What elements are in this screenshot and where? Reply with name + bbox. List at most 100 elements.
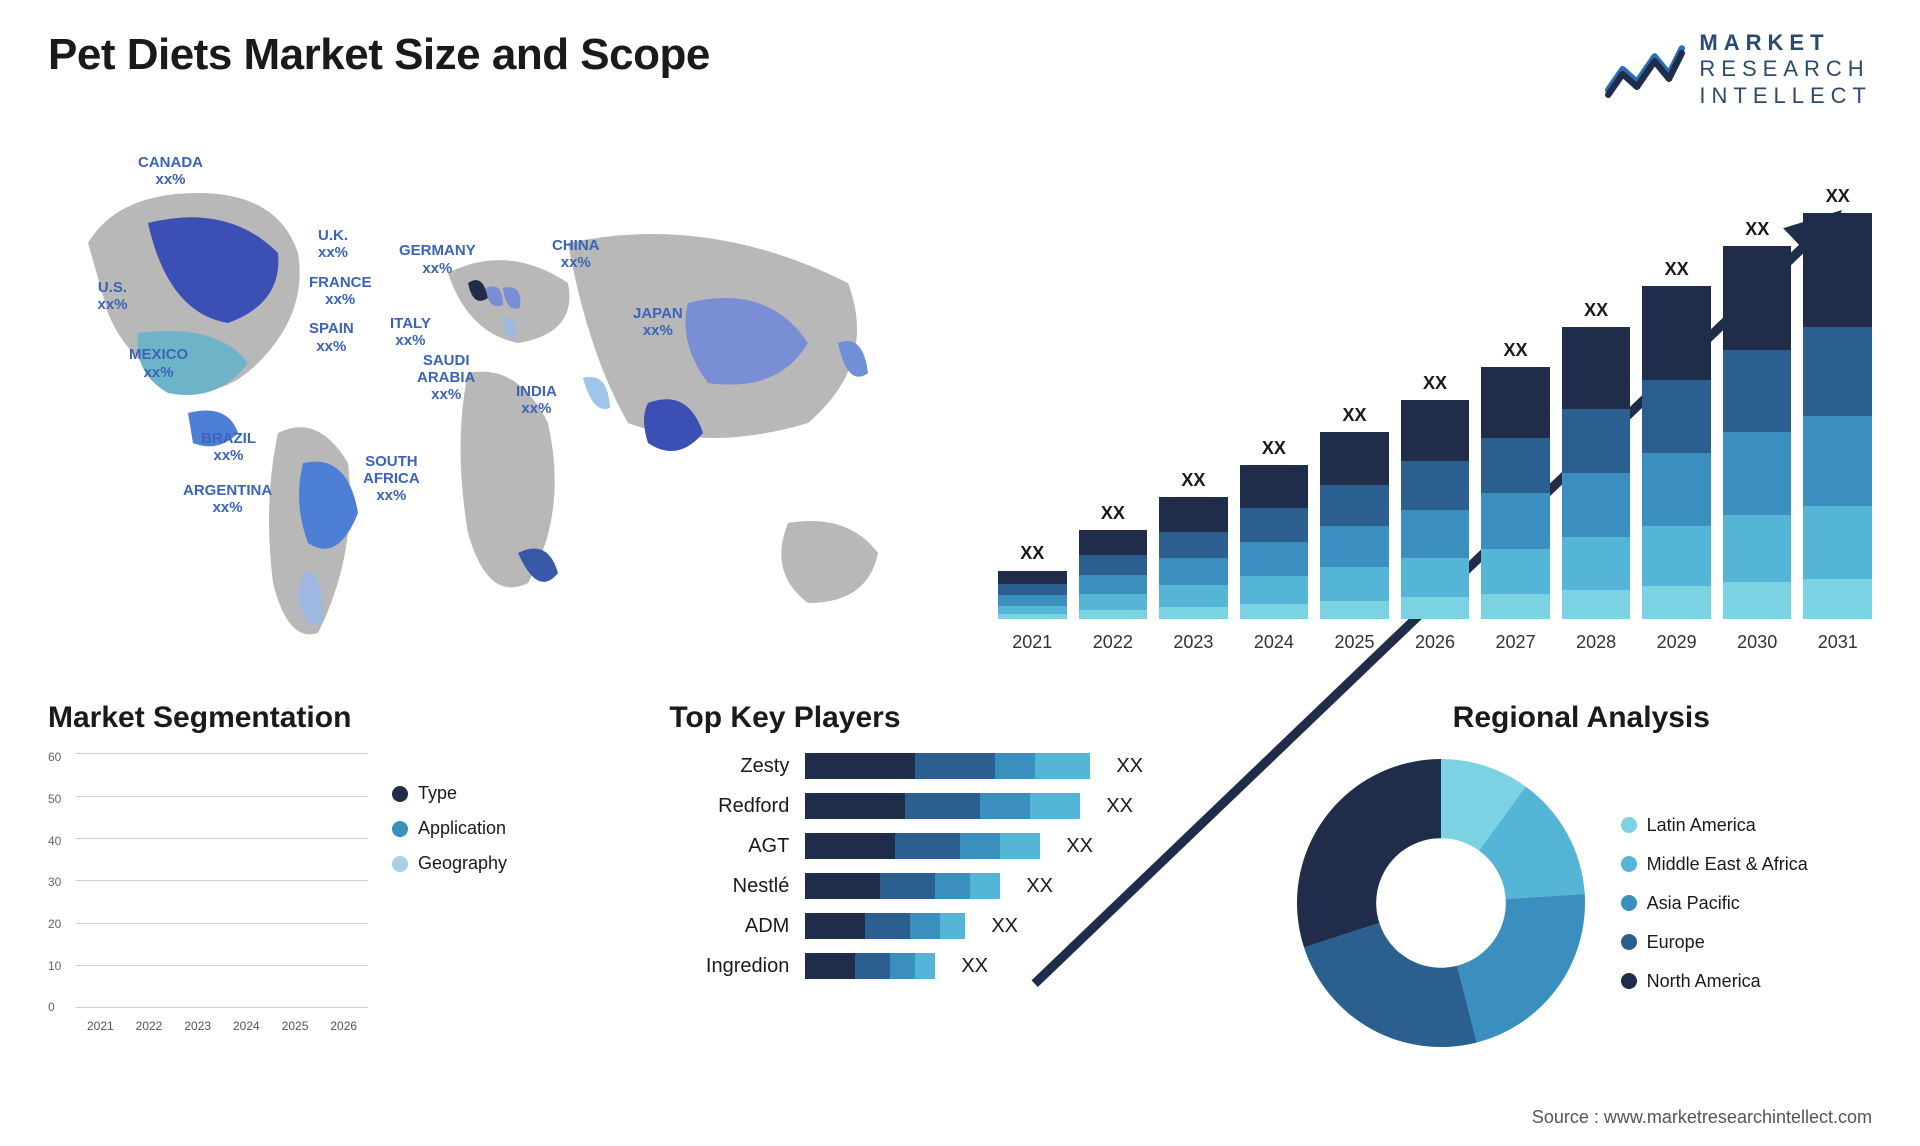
map-label-argentina: ARGENTINAxx% (183, 482, 272, 517)
growth-year-label: 2028 (1562, 632, 1631, 653)
map-label-south-africa: SOUTHAFRICAxx% (363, 453, 420, 505)
regional-donut-chart (1291, 753, 1591, 1053)
regional-legend-item: Latin America (1621, 815, 1808, 836)
growth-bar-value: XX (1262, 438, 1286, 459)
brand-logo: MARKET RESEARCH INTELLECT (1605, 30, 1872, 109)
regional-legend-item: Asia Pacific (1621, 893, 1808, 914)
seg-xlabel: 2026 (323, 1019, 364, 1033)
map-label-canada: CANADAxx% (138, 154, 203, 189)
player-value: XX (991, 915, 1018, 938)
segmentation-title: Market Segmentation (48, 701, 629, 735)
player-value: XX (1116, 755, 1143, 778)
seg-xlabel: 2022 (129, 1019, 170, 1033)
growth-year-label: 2027 (1481, 632, 1550, 653)
regional-legend-item: Middle East & Africa (1621, 854, 1808, 875)
world-map-bg (48, 133, 948, 653)
header-row: Pet Diets Market Size and Scope MARKET R… (48, 30, 1872, 109)
donut-slice-europe (1304, 923, 1477, 1047)
seg-ytick: 50 (48, 792, 61, 806)
growth-bar-value: XX (1584, 300, 1608, 321)
map-label-saudi-arabia: SAUDIARABIAxx% (417, 352, 475, 404)
seg-ytick: 20 (48, 917, 61, 931)
player-name: Zesty (669, 755, 789, 778)
growth-year-label: 2022 (1079, 632, 1148, 653)
donut-slice-north-america (1297, 759, 1441, 947)
seg-ytick: 60 (48, 750, 61, 764)
player-value: XX (1026, 875, 1053, 898)
growth-year-label: 2024 (1240, 632, 1309, 653)
donut-slice-asia-pacific (1457, 894, 1585, 1043)
main-row: CANADAxx% U.S.xx% MEXICOxx% BRAZILxx% ARGENT… (48, 133, 1872, 653)
panel-regional: Regional Analysis Latin America Middle Ea… (1291, 701, 1872, 1053)
player-row-agt: AGT XX (669, 833, 1250, 859)
source-line: Source : www.marketresearchintellect.com (1532, 1107, 1872, 1128)
growth-bar-2022: XX (1079, 503, 1148, 619)
player-row-nestl-: NestléXX (669, 873, 1250, 899)
map-label-china: CHINAxx% (552, 237, 600, 272)
map-label-france: FRANCExx% (309, 274, 372, 309)
player-name: AGT (669, 835, 789, 858)
player-value: XX (1066, 835, 1093, 858)
regional-legend-item: Europe (1621, 932, 1808, 953)
seg-xlabel: 2025 (275, 1019, 316, 1033)
growth-bar-2031: XX (1803, 186, 1872, 619)
regional-legend: Latin America Middle East & Africa Asia Pa… (1621, 815, 1808, 992)
seg-xlabel: 2023 (177, 1019, 218, 1033)
growth-year-label: 2031 (1803, 632, 1872, 653)
growth-year-label: 2021 (998, 632, 1067, 653)
growth-bar-value: XX (1665, 259, 1689, 280)
growth-bar-2023: XX (1159, 470, 1228, 619)
map-label-spain: SPAINxx% (309, 320, 354, 355)
map-label-u-k-: U.K.xx% (318, 227, 348, 262)
player-row-zesty: Zesty XX (669, 753, 1250, 779)
map-label-japan: JAPANxx% (633, 305, 683, 340)
growth-bar-value: XX (1181, 470, 1205, 491)
growth-bar-2029: XX (1642, 259, 1711, 619)
map-label-u-s-: U.S.xx% (98, 279, 128, 314)
growth-bar-value: XX (1101, 503, 1125, 524)
seg-ytick: 30 (48, 875, 61, 889)
growth-bar-value: XX (1020, 543, 1044, 564)
player-row-redford: RedfordXX (669, 793, 1250, 819)
seg-ytick: 40 (48, 834, 61, 848)
player-value: XX (961, 955, 988, 978)
map-label-germany: GERMANYxx% (399, 242, 476, 277)
growth-year-label: 2023 (1159, 632, 1228, 653)
top-players-bars: ZestyXXRedfordXXAGTXXNestléXXADMXXIngred… (669, 753, 1250, 979)
growth-bar-2030: XX (1723, 219, 1792, 620)
growth-bar-value: XX (1826, 186, 1850, 207)
growth-bar-2027: XX (1481, 340, 1550, 619)
map-label-brazil: BRAZILxx% (201, 430, 256, 465)
growth-bar-2025: XX (1320, 405, 1389, 619)
player-name: ADM (669, 915, 789, 938)
map-label-mexico: MEXICOxx% (129, 346, 188, 381)
seg-legend-item: Application (392, 818, 507, 839)
player-row-ingredion: Ingredion XX (669, 953, 1250, 979)
seg-xlabel: 2024 (226, 1019, 267, 1033)
panel-top-players: Top Key Players ZestyXXRedfordXXAGTXXNes… (669, 701, 1250, 1053)
growth-bar-2026: XX (1401, 373, 1470, 619)
seg-ytick: 0 (48, 1000, 55, 1014)
bottom-row: Market Segmentation 0102030405060 202120… (48, 701, 1872, 1053)
growth-bar-2028: XX (1562, 300, 1631, 619)
growth-year-label: 2030 (1723, 632, 1792, 653)
regional-title: Regional Analysis (1291, 701, 1872, 735)
growth-chart: XXXXXXXXXXXXXXXXXXXXXX 20212022202320242… (998, 133, 1872, 653)
panel-segmentation: Market Segmentation 0102030405060 202120… (48, 701, 629, 1053)
world-map: CANADAxx% U.S.xx% MEXICOxx% BRAZILxx% ARGENT… (48, 133, 948, 653)
logo-mark-icon (1605, 40, 1685, 100)
map-label-india: INDIAxx% (516, 383, 557, 418)
segmentation-legend: TypeApplicationGeography (392, 783, 507, 1033)
segmentation-chart: 0102030405060 202120222023202420252026 (48, 753, 368, 1033)
growth-year-label: 2026 (1401, 632, 1470, 653)
growth-bar-2024: XX (1240, 438, 1309, 619)
growth-year-label: 2025 (1320, 632, 1389, 653)
map-label-italy: ITALYxx% (390, 315, 431, 350)
growth-bar-2021: XX (998, 543, 1067, 619)
growth-year-label: 2029 (1642, 632, 1711, 653)
seg-ytick: 10 (48, 959, 61, 973)
seg-legend-item: Type (392, 783, 507, 804)
page-title: Pet Diets Market Size and Scope (48, 30, 710, 80)
logo-text: MARKET RESEARCH INTELLECT (1699, 30, 1872, 109)
player-name: Ingredion (669, 955, 789, 978)
